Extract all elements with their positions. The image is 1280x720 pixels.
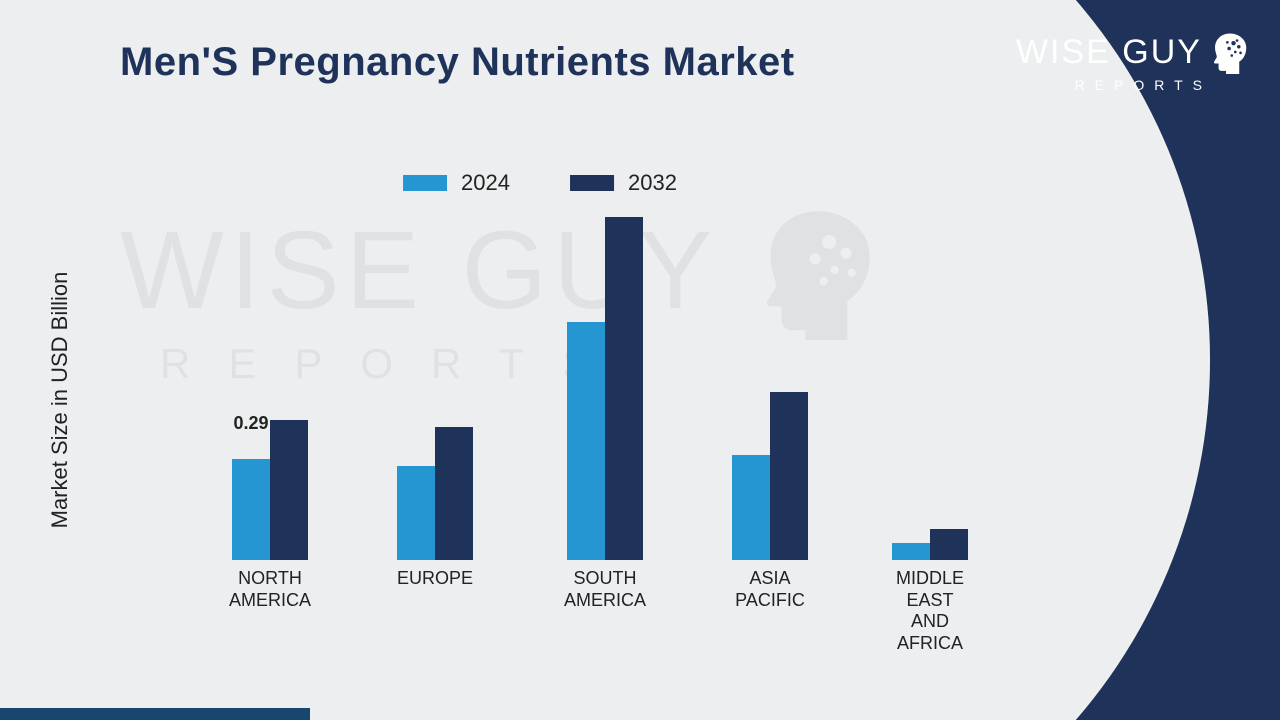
bar-v2024 (892, 543, 930, 561)
brand-logo: WISE GUY REPORTS (1016, 30, 1252, 92)
plot-area: 0.29NORTHAMERICA EUROPE SOUTHAMERICA ASIAPA… (150, 210, 980, 560)
legend: 2024 2032 (403, 170, 677, 196)
bar-v2032 (930, 529, 968, 561)
brain-head-icon (1208, 30, 1252, 74)
legend-item-2032: 2032 (570, 170, 677, 196)
x-axis-label: NORTHAMERICA (200, 560, 340, 611)
chart-title: Men'S Pregnancy Nutrients Market (120, 40, 795, 85)
canvas: WISE GUY REPORTS Men'S Pregnancy Nutrien… (0, 0, 1280, 720)
bar-v2032 (270, 420, 308, 560)
bar-chart: Market Size in USD Billion 2024 2032 0.2… (100, 170, 980, 630)
bottom-accent-bar (0, 708, 310, 720)
legend-label-2032: 2032 (628, 170, 677, 196)
legend-swatch-2024 (403, 175, 447, 191)
legend-swatch-2032 (570, 175, 614, 191)
brand-name-sub: REPORTS (1016, 78, 1252, 92)
bar-v2024 (732, 455, 770, 560)
bar-v2024 (567, 322, 605, 560)
brand-name-main: WISE GUY (1016, 35, 1202, 69)
legend-label-2024: 2024 (461, 170, 510, 196)
bar-v2032 (605, 217, 643, 560)
y-axis-label: Market Size in USD Billion (47, 272, 73, 529)
bar-v2024 (397, 466, 435, 561)
bar-group: ASIAPACIFIC (710, 392, 830, 560)
x-axis-label: MIDDLEEASTANDAFRICA (860, 560, 1000, 654)
x-axis-label: EUROPE (365, 560, 505, 590)
bar-group: MIDDLEEASTANDAFRICA (870, 529, 990, 561)
legend-item-2024: 2024 (403, 170, 510, 196)
x-axis-label: SOUTHAMERICA (535, 560, 675, 611)
bar-value-label: 0.29 (233, 413, 268, 434)
bar-group: 0.29NORTHAMERICA (210, 420, 330, 560)
bar-v2032 (435, 427, 473, 560)
bar-v2024 (232, 459, 270, 561)
bar-v2032 (770, 392, 808, 560)
x-axis-label: ASIAPACIFIC (700, 560, 840, 611)
bar-group: EUROPE (375, 427, 495, 560)
bar-group: SOUTHAMERICA (545, 217, 665, 560)
